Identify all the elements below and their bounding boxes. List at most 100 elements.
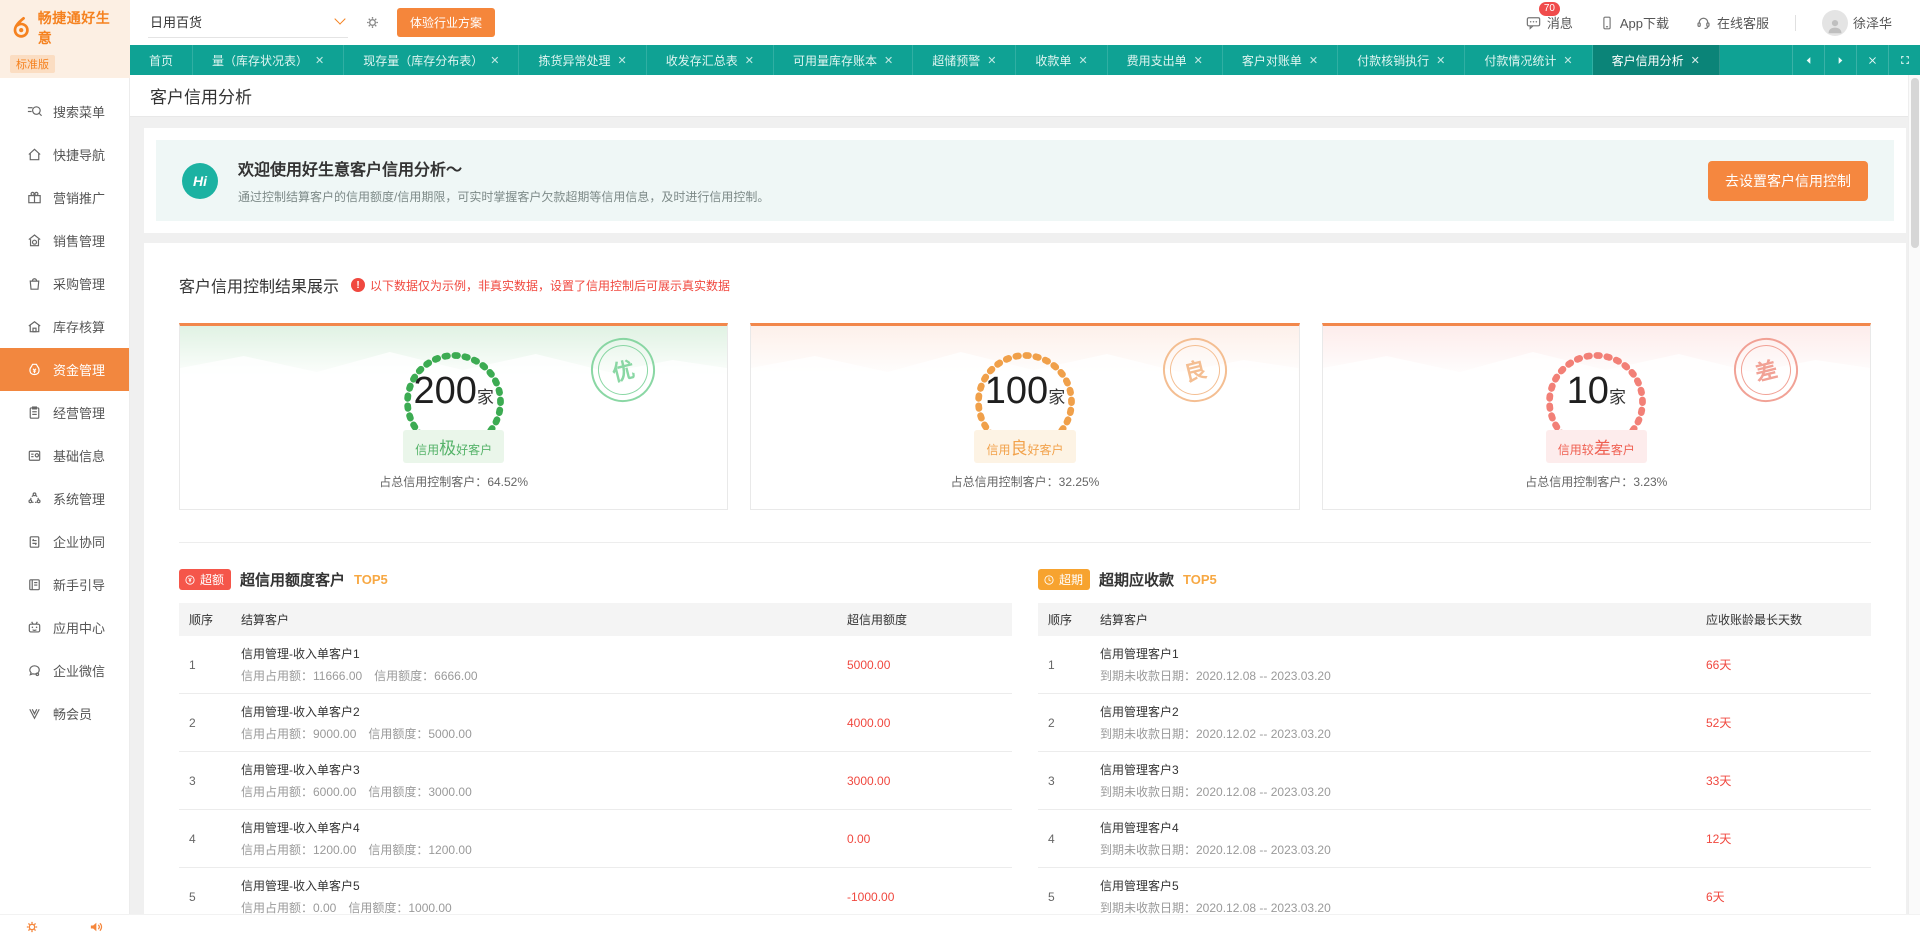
- gauge: 100家: [963, 340, 1087, 452]
- tab-stock-distribution[interactable]: 现存量（库存分布表） ✕: [344, 45, 520, 75]
- tab-expense[interactable]: 费用支出单 ✕: [1108, 45, 1223, 75]
- tab-customer-credit-analysis[interactable]: 客户信用分析 ✕: [1592, 45, 1720, 75]
- tab-payment-stats[interactable]: 付款情况统计 ✕: [1465, 45, 1593, 75]
- tab-receipt[interactable]: 收款单 ✕: [1016, 45, 1108, 75]
- settings-icon[interactable]: [24, 919, 40, 935]
- tab-scroll-right-button[interactable]: [1824, 45, 1856, 75]
- sidebar-item-search-menu[interactable]: 搜索菜单: [0, 90, 129, 133]
- collab-icon: [26, 533, 43, 550]
- moneybag-icon: [26, 361, 43, 378]
- tab-payment-writeoff[interactable]: 付款核销执行 ✕: [1338, 45, 1466, 75]
- book-icon: [26, 576, 43, 593]
- sidebar-item-sales[interactable]: 销售管理: [0, 219, 129, 262]
- scrollbar-thumb[interactable]: [1910, 78, 1919, 248]
- close-icon[interactable]: ✕: [987, 54, 997, 67]
- sidebar-item-app-center[interactable]: 应用中心: [0, 606, 129, 649]
- bag-icon: [26, 275, 43, 292]
- vertical-scrollbar[interactable]: [1908, 75, 1920, 914]
- sidebar-item-purchase[interactable]: 采购管理: [0, 262, 129, 305]
- sidebar-item-operation[interactable]: 经营管理: [0, 391, 129, 434]
- brand-area: 畅捷通好生意 标准版: [0, 0, 130, 78]
- customer-name: 信用管理-收入单客户4: [241, 821, 360, 835]
- org-select[interactable]: 日用百货: [148, 8, 348, 38]
- close-icon[interactable]: ✕: [1078, 54, 1088, 67]
- online-service-button[interactable]: 在线客服: [1695, 13, 1769, 32]
- table-row[interactable]: 2 信用管理-收入单客户2 信用占用额：9000.00 信用额度：5000.00…: [179, 693, 1012, 752]
- announcement-icon[interactable]: [88, 919, 104, 935]
- credit-stat-card: 优 200家 信用极好客户 占总信用控制客户：64.52%: [179, 323, 729, 510]
- tab-inout-summary[interactable]: 收发存汇总表 ✕: [647, 45, 774, 75]
- message-count-badge: 70: [1538, 2, 1560, 16]
- gauge: 10家: [1534, 340, 1658, 452]
- over-credit-value: 0.00: [837, 809, 1012, 868]
- table-row[interactable]: 1 信用管理-收入单客户1 信用占用额：11666.00 信用额度：6666.0…: [179, 636, 1012, 694]
- sidebar-item-system[interactable]: 系统管理: [0, 477, 129, 520]
- sidebar-item-quick-nav[interactable]: 快捷导航: [0, 133, 129, 176]
- over-credit-badge: 超额: [179, 569, 232, 590]
- table-row[interactable]: 3 信用管理-收入单客户3 信用占用额：6000.00 信用额度：3000.00…: [179, 751, 1012, 810]
- settings-gear-icon[interactable]: [364, 14, 381, 31]
- main-area: 客户信用分析 Hi 欢迎使用好生意客户信用分析～ 通过控制结算客户的信用额度/信…: [130, 75, 1920, 938]
- setup-credit-control-button[interactable]: 去设置客户信用控制: [1708, 160, 1868, 201]
- tab-overstock-alert[interactable]: 超储预警 ✕: [913, 45, 1017, 75]
- table-row[interactable]: 4 信用管理客户4 到期未收款日期：2020.12.08 -- 2023.03.…: [1038, 809, 1871, 868]
- sidebar-item-collaboration[interactable]: 企业协同: [0, 520, 129, 563]
- table-row[interactable]: 3 信用管理客户3 到期未收款日期：2020.12.08 -- 2023.03.…: [1038, 751, 1871, 810]
- sidebar: 搜索菜单 快捷导航 营销推广 销售管理 采购管理 库存核算 资金管理: [0, 78, 130, 914]
- customer-detail: 信用占用额：9000.00 信用额度：5000.00: [241, 727, 472, 741]
- sidebar-item-member[interactable]: 畅会员: [0, 692, 129, 735]
- welcome-subtitle: 通过控制结算客户的信用额度/信用期限，可实时掌握客户欠款超期等信用信息，及时进行…: [238, 190, 770, 204]
- credit-stat-card: 良 100家 信用良好客户 占总信用控制客户：32.25%: [750, 323, 1300, 510]
- close-icon[interactable]: ✕: [1193, 54, 1203, 67]
- close-icon[interactable]: ✕: [1308, 54, 1319, 67]
- over-credit-table: 超额 超信用额度客户 TOP5 顺序 结算客户 超信用额度: [179, 569, 1012, 926]
- warning-icon: !: [351, 278, 366, 292]
- top5-tag: TOP5: [354, 572, 388, 587]
- tab-scroll-left-button[interactable]: [1792, 45, 1824, 75]
- user-menu[interactable]: 徐泽华: [1821, 9, 1892, 36]
- org-select-value: 日用百货: [150, 14, 203, 30]
- credit-result-card: 客户信用控制结果展示 ! 以下数据仅为示例，非真实数据，设置了信用控制后可展示真…: [144, 243, 1906, 938]
- tab-stock-status[interactable]: 量（库存状况表） ✕: [193, 45, 345, 75]
- sidebar-item-inventory[interactable]: 库存核算: [0, 305, 129, 348]
- table-row[interactable]: 2 信用管理客户2 到期未收款日期：2020.12.02 -- 2023.03.…: [1038, 693, 1871, 752]
- messages-button[interactable]: 消息 70: [1525, 2, 1573, 32]
- close-icon[interactable]: ✕: [1436, 54, 1446, 67]
- close-icon[interactable]: ✕: [490, 54, 500, 67]
- overdue-receivable-table: 超期 超期应收款 TOP5 顺序 结算客户 应收账龄最长天数: [1038, 569, 1871, 926]
- gift-icon: [26, 189, 43, 206]
- close-all-tabs-button[interactable]: [1856, 45, 1888, 75]
- sidebar-item-basic-info[interactable]: 基础信息: [0, 434, 129, 477]
- sidebar-item-funds[interactable]: 资金管理: [0, 348, 129, 391]
- close-icon[interactable]: ✕: [1563, 54, 1573, 67]
- credit-grade-pill: 信用良好客户: [974, 430, 1076, 463]
- section-title: 客户信用控制结果展示: [179, 279, 340, 296]
- tab-picking-exception[interactable]: 拣货异常处理 ✕: [519, 45, 647, 75]
- table-row[interactable]: 4 信用管理-收入单客户4 信用占用额：1200.00 信用额度：1200.00…: [179, 809, 1012, 868]
- sidebar-item-guide[interactable]: 新手引导: [0, 563, 129, 606]
- close-icon[interactable]: ✕: [315, 54, 325, 67]
- tab-available-stock-ledger[interactable]: 可用量库存账本 ✕: [774, 45, 914, 75]
- trial-industry-plan-button[interactable]: 体验行业方案: [397, 8, 496, 37]
- customer-name: 信用管理客户5: [1100, 879, 1179, 893]
- column-header: 结算客户: [231, 603, 837, 636]
- over-credit-value: 5000.00: [837, 636, 1012, 694]
- sidebar-item-wechat-work[interactable]: 企业微信: [0, 649, 129, 692]
- warehouse-icon: [26, 318, 43, 335]
- expand-icon[interactable]: [1888, 45, 1920, 75]
- topbar: 日用百货 体验行业方案 消息 70 App下载 在线客服 徐泽华: [0, 0, 1920, 45]
- close-icon[interactable]: ✕: [883, 54, 894, 67]
- app-download-button[interactable]: App下载: [1599, 13, 1669, 32]
- welcome-title: 欢迎使用好生意客户信用分析～: [238, 162, 463, 179]
- tab-home[interactable]: 首页 ✕: [130, 45, 194, 75]
- table-row[interactable]: 1 信用管理客户1 到期未收款日期：2020.12.08 -- 2023.03.…: [1038, 636, 1871, 694]
- customer-name: 信用管理-收入单客户2: [241, 705, 360, 719]
- yen-circle-icon: [185, 574, 195, 585]
- column-header: 顺序: [1038, 603, 1090, 636]
- customer-name: 信用管理客户2: [1100, 705, 1179, 719]
- close-icon[interactable]: ✕: [744, 54, 754, 67]
- tab-customer-statement[interactable]: 客户对账单 ✕: [1223, 45, 1339, 75]
- sidebar-item-marketing[interactable]: 营销推广: [0, 176, 129, 219]
- close-icon[interactable]: ✕: [617, 54, 627, 67]
- close-icon[interactable]: ✕: [1690, 54, 1700, 67]
